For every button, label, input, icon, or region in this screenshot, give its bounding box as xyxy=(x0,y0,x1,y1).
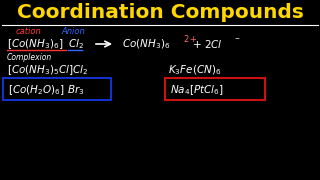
Text: $K_3Fe(CN)_6$: $K_3Fe(CN)_6$ xyxy=(168,63,221,77)
Text: $[Co(NH_3)_6]$: $[Co(NH_3)_6]$ xyxy=(7,37,63,51)
Text: $2+$: $2+$ xyxy=(183,33,198,44)
Text: $[Co(NH_3)_5Cl]Cl_2$: $[Co(NH_3)_5Cl]Cl_2$ xyxy=(7,63,88,77)
Text: $Co(NH_3)_6$: $Co(NH_3)_6$ xyxy=(122,37,171,51)
Text: $Cl_2$: $Cl_2$ xyxy=(68,37,84,51)
Text: Anion: Anion xyxy=(61,28,85,37)
Bar xyxy=(165,78,265,100)
Text: $Na_4[PtCl_6]$: $Na_4[PtCl_6]$ xyxy=(170,83,224,97)
Bar xyxy=(3,78,111,100)
Text: Complexion: Complexion xyxy=(7,53,52,62)
Text: $[Co(H_2O)_6]\ Br_3$: $[Co(H_2O)_6]\ Br_3$ xyxy=(8,83,84,97)
Text: Coordination Compounds: Coordination Compounds xyxy=(17,3,303,21)
Text: $^-$: $^-$ xyxy=(233,35,241,44)
Text: cation: cation xyxy=(15,28,41,37)
Text: $+ \ 2Cl$: $+ \ 2Cl$ xyxy=(192,38,223,50)
